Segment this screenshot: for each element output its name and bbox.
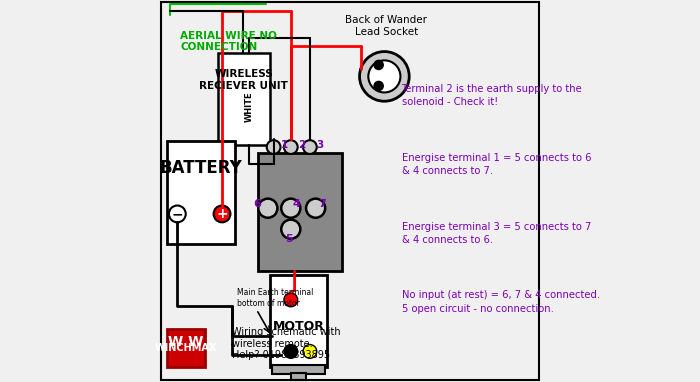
Bar <box>218 53 270 145</box>
Text: −: − <box>172 207 183 221</box>
Text: WINCHMAX: WINCHMAX <box>155 343 217 353</box>
Text: MOTOR: MOTOR <box>272 320 324 333</box>
Text: 7: 7 <box>318 199 326 209</box>
Text: BATTERY: BATTERY <box>160 159 242 177</box>
Circle shape <box>281 220 300 239</box>
Text: Energise terminal 3 = 5 connects to 7
& 4 connects to 6.: Energise terminal 3 = 5 connects to 7 & … <box>402 222 591 245</box>
Bar <box>272 365 326 374</box>
Circle shape <box>258 199 277 218</box>
Text: 6: 6 <box>253 199 261 209</box>
Circle shape <box>374 60 383 70</box>
Bar <box>167 329 205 367</box>
Circle shape <box>306 199 326 218</box>
Text: AERIAL WIRE NO
CONNECTION: AERIAL WIRE NO CONNECTION <box>180 31 277 52</box>
Circle shape <box>169 206 186 222</box>
Bar <box>270 275 327 367</box>
Circle shape <box>284 293 298 307</box>
Bar <box>167 141 235 244</box>
Circle shape <box>284 140 298 154</box>
Text: Wiring schematic with
wireless remote.
Help? 01986893895: Wiring schematic with wireless remote. H… <box>232 327 340 360</box>
Circle shape <box>267 140 281 154</box>
Circle shape <box>281 199 300 218</box>
Text: 5: 5 <box>285 234 293 244</box>
Circle shape <box>360 52 410 101</box>
Text: WIRELESS
RECIEVER UNIT: WIRELESS RECIEVER UNIT <box>199 70 288 91</box>
Circle shape <box>368 60 400 92</box>
Text: 2: 2 <box>298 140 305 150</box>
Circle shape <box>214 206 230 222</box>
Text: +: + <box>216 207 228 221</box>
Text: Energise terminal 1 = 5 connects to 6
& 4 connects to 7.: Energise terminal 1 = 5 connects to 6 & … <box>402 153 591 176</box>
Text: 4: 4 <box>293 199 300 209</box>
Circle shape <box>303 345 317 358</box>
Text: WHITE: WHITE <box>244 92 253 122</box>
Bar <box>290 373 306 380</box>
Circle shape <box>303 140 317 154</box>
Text: W W: W W <box>168 335 204 349</box>
Text: No input (at rest) = 6, 7 & 4 connected.
5 open circuit - no connection.: No input (at rest) = 6, 7 & 4 connected.… <box>402 290 600 314</box>
Circle shape <box>284 345 298 358</box>
Circle shape <box>374 81 383 91</box>
Text: Back of Wander
Lead Socket: Back of Wander Lead Socket <box>345 15 427 37</box>
Bar <box>258 153 342 271</box>
Text: Main Earth terminal
bottom of motor: Main Earth terminal bottom of motor <box>237 288 314 308</box>
Text: 1: 1 <box>281 140 288 150</box>
Text: 3: 3 <box>317 140 324 150</box>
Text: Terminal 2 is the earth supply to the
solenoid - Check it!: Terminal 2 is the earth supply to the so… <box>402 84 582 107</box>
